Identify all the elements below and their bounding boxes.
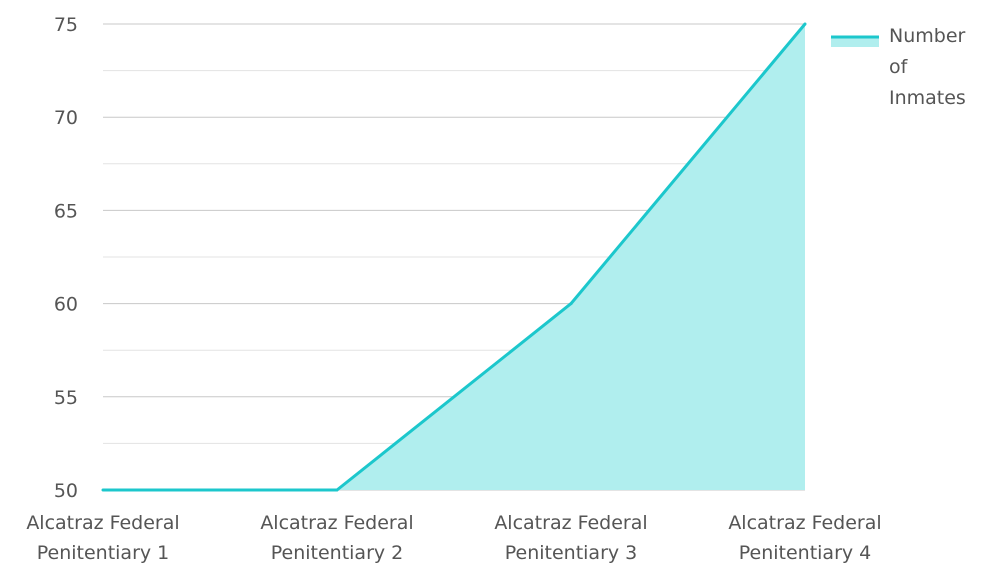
x-tick-label-line: Penitentiary 2 — [271, 542, 404, 564]
y-tick-label: 70 — [54, 107, 78, 129]
data-point — [803, 22, 807, 26]
plot-area — [101, 22, 807, 492]
legend-label-line: Inmates — [889, 87, 966, 109]
x-tick-label-line: Penitentiary 1 — [37, 542, 170, 564]
legend-label: Number of Inmates — [889, 25, 966, 109]
legend: Number of Inmates — [831, 25, 966, 109]
y-tick-label: 50 — [54, 480, 78, 502]
legend-swatch-fill — [831, 37, 879, 47]
y-axis-ticks: 50 55 60 65 70 75 — [54, 14, 78, 502]
x-tick-label-line: Alcatraz Federal — [260, 512, 413, 534]
x-tick-label-line: Penitentiary 3 — [505, 542, 638, 564]
grid-lines — [103, 23, 805, 491]
series-line — [103, 23, 807, 492]
y-tick-label: 75 — [54, 14, 78, 36]
x-tick-label-line: Penitentiary 4 — [739, 542, 872, 564]
x-tick-label-line: Alcatraz Federal — [728, 512, 881, 534]
x-tick-label-line: Alcatraz Federal — [494, 512, 647, 534]
x-tick-label: Alcatraz Federal Penitentiary 4 — [728, 512, 881, 564]
legend-label-line: of — [889, 56, 909, 78]
x-tick-label: Alcatraz Federal Penitentiary 1 — [26, 512, 179, 564]
legend-label-line: Number — [889, 25, 966, 47]
data-point — [101, 488, 105, 492]
x-tick-label: Alcatraz Federal Penitentiary 2 — [260, 512, 413, 564]
y-tick-label: 55 — [54, 387, 78, 409]
x-tick-label: Alcatraz Federal Penitentiary 3 — [494, 512, 647, 564]
series-area-fill — [103, 24, 805, 490]
y-tick-label: 65 — [54, 200, 78, 222]
y-tick-label: 60 — [54, 294, 78, 316]
data-point — [335, 488, 339, 492]
data-point — [569, 302, 573, 306]
x-tick-label-line: Alcatraz Federal — [26, 512, 179, 534]
